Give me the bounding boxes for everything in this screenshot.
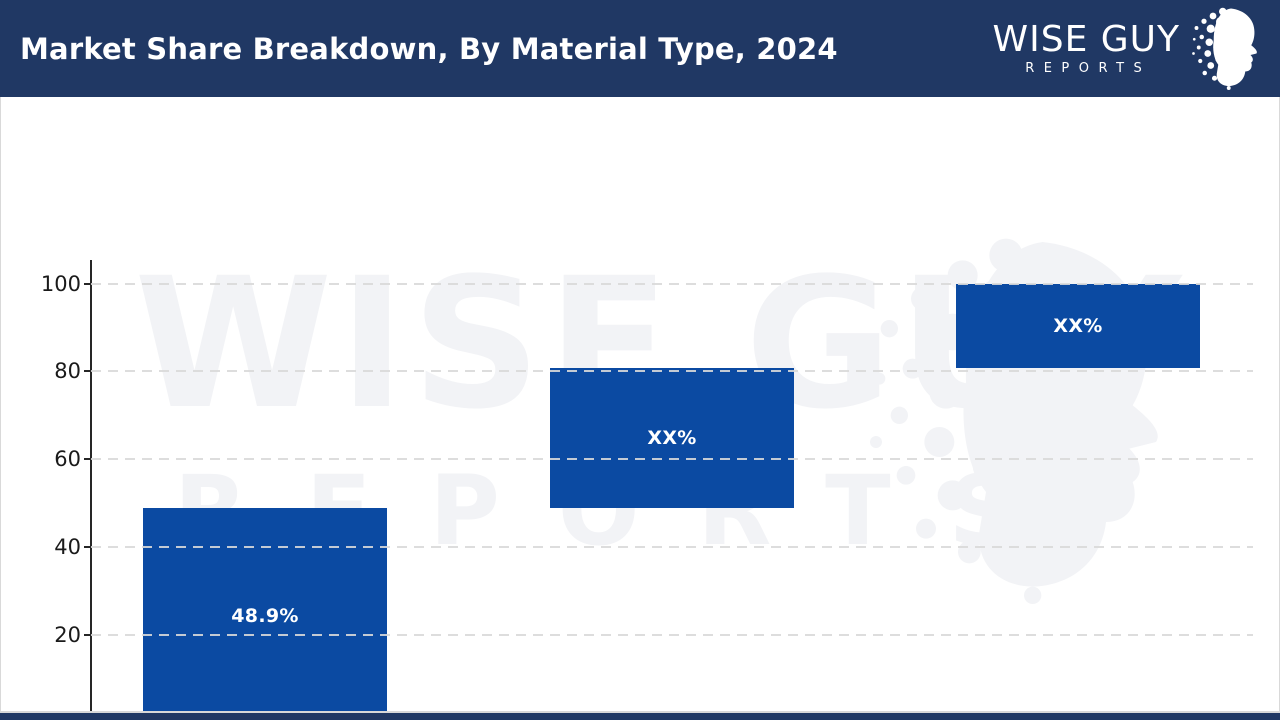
y-gridline [91, 546, 1253, 549]
y-tick-label: 100 [40, 271, 81, 296]
bar-fiberglass: XX% [550, 367, 794, 509]
plot-area: 02040608010048.9%SiliconeXX%FiberglassXX… [1, 97, 1279, 711]
y-tick-mark [84, 458, 90, 461]
y-tick-label: 40 [54, 535, 81, 560]
y-tick-mark [84, 634, 90, 637]
y-axis-line [90, 260, 92, 711]
logo-face-icon [1182, 4, 1268, 94]
bar-value-label: XX% [647, 426, 697, 449]
logo-wordmark: WISE GUY [992, 19, 1180, 60]
footer-bar [0, 711, 1280, 720]
bar-value-label: 48.9% [231, 604, 299, 627]
chart-area: WISE GUY REPORTS 02040608010048.9%Silico… [0, 97, 1280, 711]
y-tick-mark [84, 370, 90, 373]
y-gridline [91, 282, 1253, 285]
y-tick-mark [84, 282, 90, 285]
y-tick-label: 80 [54, 359, 81, 384]
bar-ptfe-coated: XX% [956, 283, 1200, 368]
bar-silicone: 48.9% [143, 508, 387, 711]
header-bar: Market Share Breakdown, By Material Type… [0, 0, 1280, 97]
chart-title: Market Share Breakdown, By Material Type… [20, 31, 838, 66]
y-gridline [91, 370, 1253, 373]
y-tick-mark [84, 546, 90, 549]
y-gridline [91, 458, 1253, 461]
y-gridline [91, 634, 1253, 637]
bar-value-label: XX% [1053, 314, 1103, 337]
wiseguy-logo: WISE GUY REPORTS [993, 4, 1269, 94]
logo-subtitle: REPORTS [1025, 61, 1152, 76]
y-tick-label: 20 [54, 623, 81, 648]
y-tick-label: 60 [54, 447, 81, 472]
